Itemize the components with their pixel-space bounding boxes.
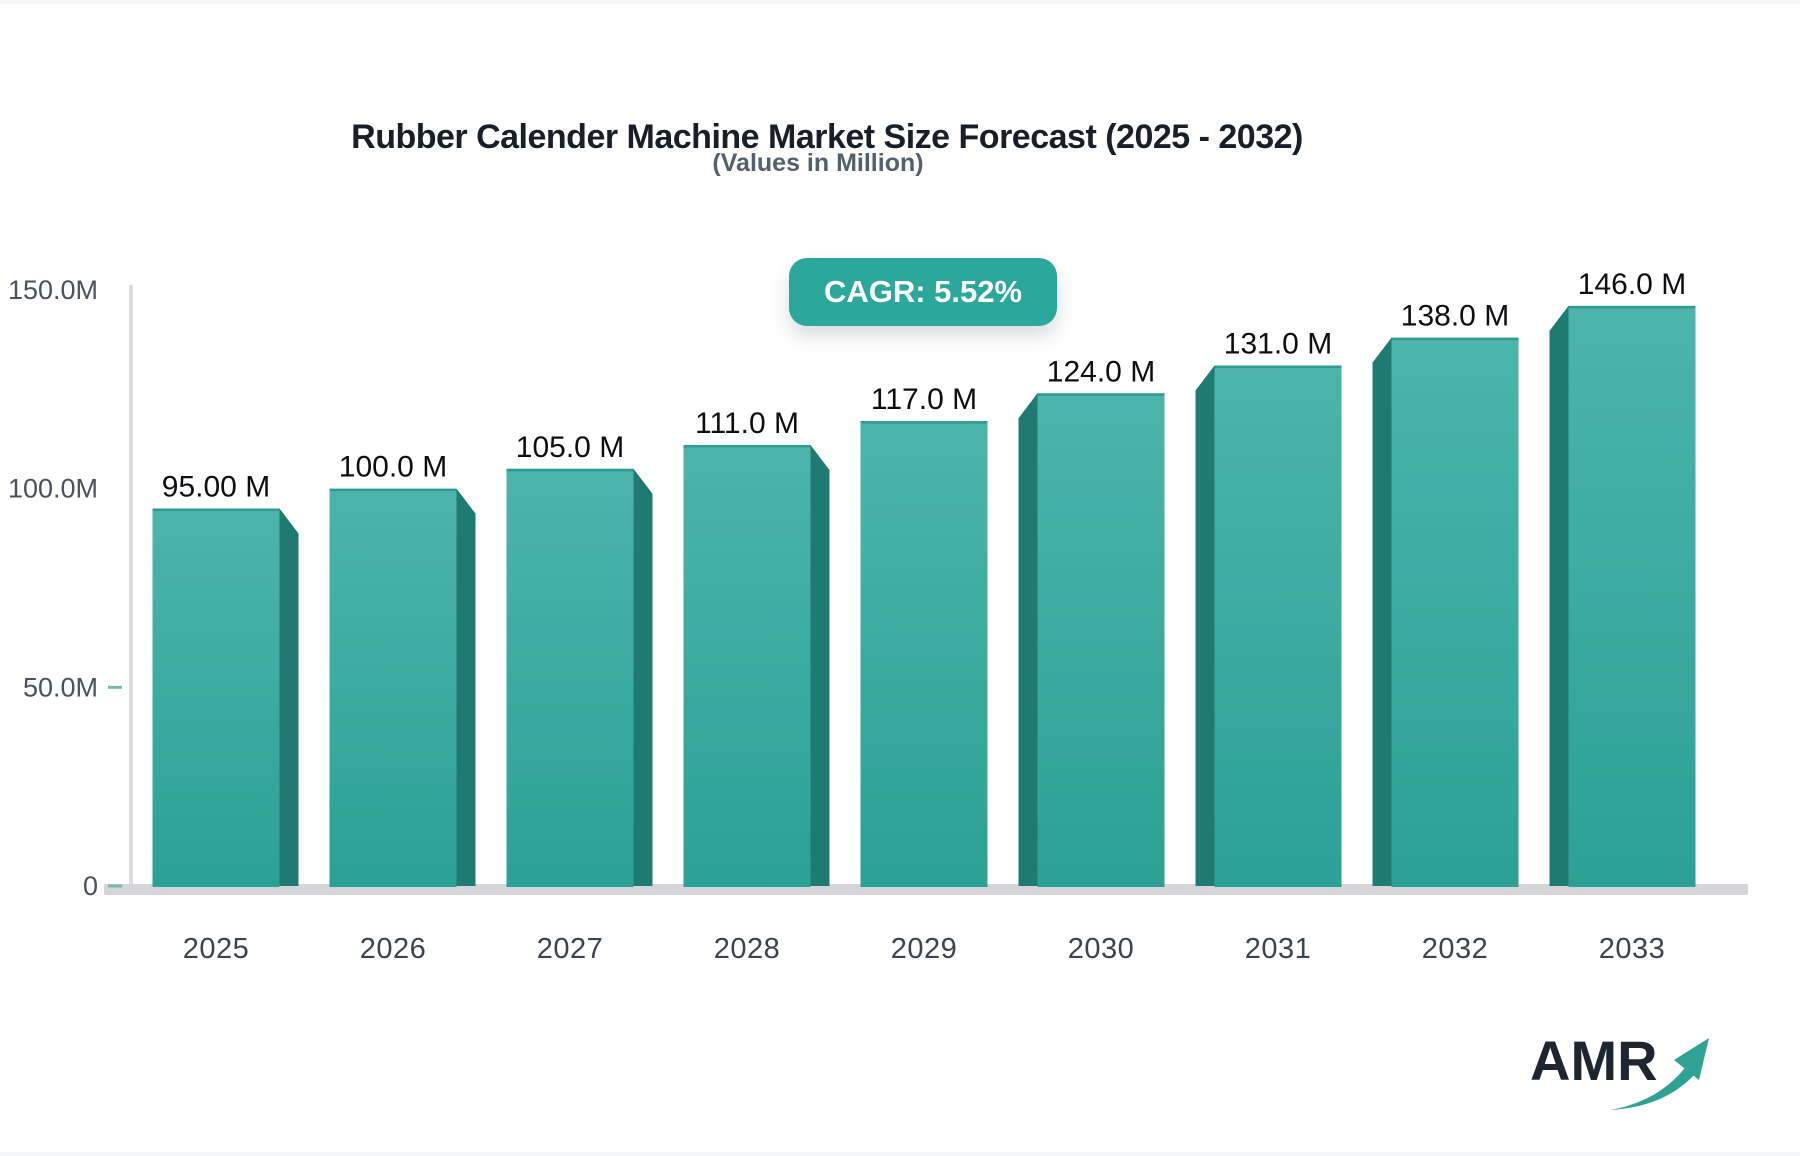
bar-top-edge-2033 [1568, 305, 1696, 309]
bar-2026[interactable] [329, 488, 457, 887]
brand-logo: AMR [1530, 1030, 1726, 1120]
bar-2031[interactable] [1214, 365, 1342, 887]
bar-side-2026[interactable] [456, 488, 476, 886]
bar-2028[interactable] [683, 444, 811, 887]
bar-2030[interactable] [1037, 393, 1165, 887]
y-axis-label: 100.0M [8, 474, 98, 504]
x-axis-label-2025: 2025 [183, 933, 250, 965]
bar-value-label-2028: 111.0 M [695, 407, 799, 440]
x-axis-label-2028: 2028 [714, 933, 781, 965]
y-axis-label: 0 [83, 871, 98, 901]
bar-value-label-2030: 124.0 M [1047, 355, 1155, 388]
y-tick-50 [108, 685, 122, 689]
bar-top-edge-2028 [683, 444, 811, 448]
bar-value-label-2026: 100.0 M [339, 451, 447, 484]
bar-value-label-2029: 117.0 M [871, 383, 977, 416]
bar-top-edge-2029 [860, 421, 988, 424]
bar-top-edge-2025 [152, 508, 280, 512]
bar-side-2030[interactable] [1018, 393, 1038, 886]
bar-2029[interactable] [860, 421, 988, 887]
page-subtitle: (Values in Million) [712, 149, 924, 177]
bar-top-edge-2026 [329, 488, 457, 492]
arrow-head [1674, 1038, 1709, 1080]
bar-top-edge-2030 [1037, 393, 1165, 396]
y-axis-label: 50.0M [23, 672, 98, 702]
bar-side-2028[interactable] [810, 444, 830, 886]
bar-2032[interactable] [1391, 337, 1519, 887]
growth-arrow-icon [1610, 1038, 1709, 1110]
bar-2033[interactable] [1568, 305, 1696, 888]
bar-side-2025[interactable] [279, 508, 299, 886]
y-axis-label: 150.0M [8, 275, 98, 305]
bar-2025[interactable] [152, 508, 280, 887]
bar-side-2032[interactable] [1372, 337, 1392, 886]
bar-value-label-2033: 146.0 M [1578, 268, 1686, 301]
bar-top-edge-2032 [1391, 337, 1519, 341]
x-axis-label-2033: 2033 [1599, 933, 1666, 965]
bar-top-edge-2031 [1214, 365, 1342, 368]
x-axis-label-2027: 2027 [537, 933, 604, 965]
bar-value-label-2032: 138.0 M [1401, 300, 1509, 333]
x-axis-label-2031: 2031 [1245, 933, 1312, 965]
brand-name: AMR [1530, 1029, 1658, 1092]
bar-top-edge-2027 [506, 468, 634, 472]
bar-value-label-2027: 105.0 M [516, 431, 624, 464]
page-title: Rubber Calender Machine Market Size Fore… [351, 117, 1303, 156]
x-axis-label-2030: 2030 [1068, 933, 1135, 965]
bar-value-label-2031: 131.0 M [1224, 327, 1332, 360]
bar-2027[interactable] [506, 468, 634, 887]
y-axis-line [129, 285, 133, 894]
bar-side-2031[interactable] [1195, 365, 1215, 886]
x-axis-label-2032: 2032 [1422, 933, 1489, 965]
bar-value-label-2025: 95.00 M [162, 471, 270, 504]
cagr-badge: CAGR: 5.52% [789, 258, 1057, 326]
x-axis-label-2029: 2029 [891, 933, 958, 965]
x-axis-label-2026: 2026 [360, 933, 427, 965]
top-edge-strip [0, 0, 1800, 4]
bar-side-2033[interactable] [1549, 305, 1569, 887]
bottom-edge-strip [0, 1152, 1800, 1156]
bar-side-2027[interactable] [633, 468, 653, 886]
y-tick-0 [108, 884, 122, 888]
